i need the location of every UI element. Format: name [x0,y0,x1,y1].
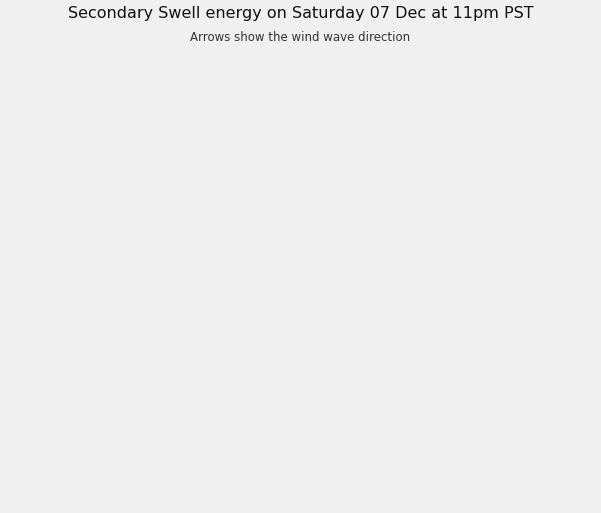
Text: Arrows show the wind wave direction: Arrows show the wind wave direction [191,31,410,44]
Text: Secondary Swell energy on Saturday 07 Dec at 11pm PST: Secondary Swell energy on Saturday 07 De… [68,6,533,21]
